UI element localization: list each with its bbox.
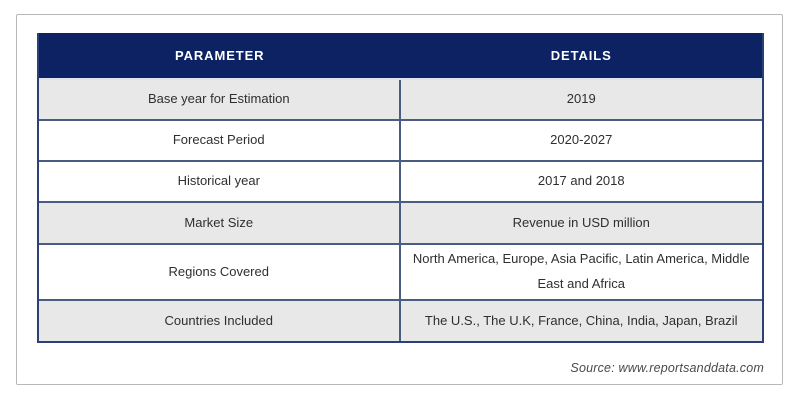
header-cell-details: DETAILS bbox=[550, 48, 612, 63]
table-row: Base year for Estimation 2019 bbox=[39, 78, 762, 119]
parameter-cell: Countries Included bbox=[39, 301, 401, 341]
details-cell: Revenue in USD million bbox=[512, 214, 650, 230]
details-cell: 2020-2027 bbox=[550, 132, 613, 148]
parameter-cell: Historical year bbox=[39, 162, 401, 201]
table-header-row: PARAMETER DETAILS bbox=[39, 33, 762, 78]
parameter-cell: Base year for Estimation bbox=[39, 80, 401, 119]
table-row: Countries Included The U.S., The U.K, Fr… bbox=[39, 299, 762, 341]
table-row: Market Size Revenue in USD million bbox=[39, 201, 762, 243]
parameter-cell: Forecast Period bbox=[39, 121, 401, 160]
source-credit: Source: www.reportsanddata.com bbox=[570, 361, 764, 375]
details-cell: North America, Europe, Asia Pacific, Lat… bbox=[412, 251, 750, 291]
header-cell-parameter: PARAMETER bbox=[175, 48, 265, 63]
details-cell: The U.S., The U.K, France, China, India,… bbox=[424, 312, 738, 328]
parameter-cell: Market Size bbox=[39, 203, 401, 243]
details-cell: 2017 and 2018 bbox=[537, 173, 625, 189]
table-row: Regions Covered North America, Europe, A… bbox=[39, 243, 762, 299]
details-cell: 2019 bbox=[566, 91, 596, 107]
parameter-cell: Regions Covered bbox=[39, 245, 401, 299]
parameters-table: PARAMETER DETAILS Base year for Estimati… bbox=[37, 33, 764, 343]
table-row: Historical year 2017 and 2018 bbox=[39, 160, 762, 201]
content-frame: PARAMETER DETAILS Base year for Estimati… bbox=[16, 14, 783, 385]
table-row: Forecast Period 2020-2027 bbox=[39, 119, 762, 160]
